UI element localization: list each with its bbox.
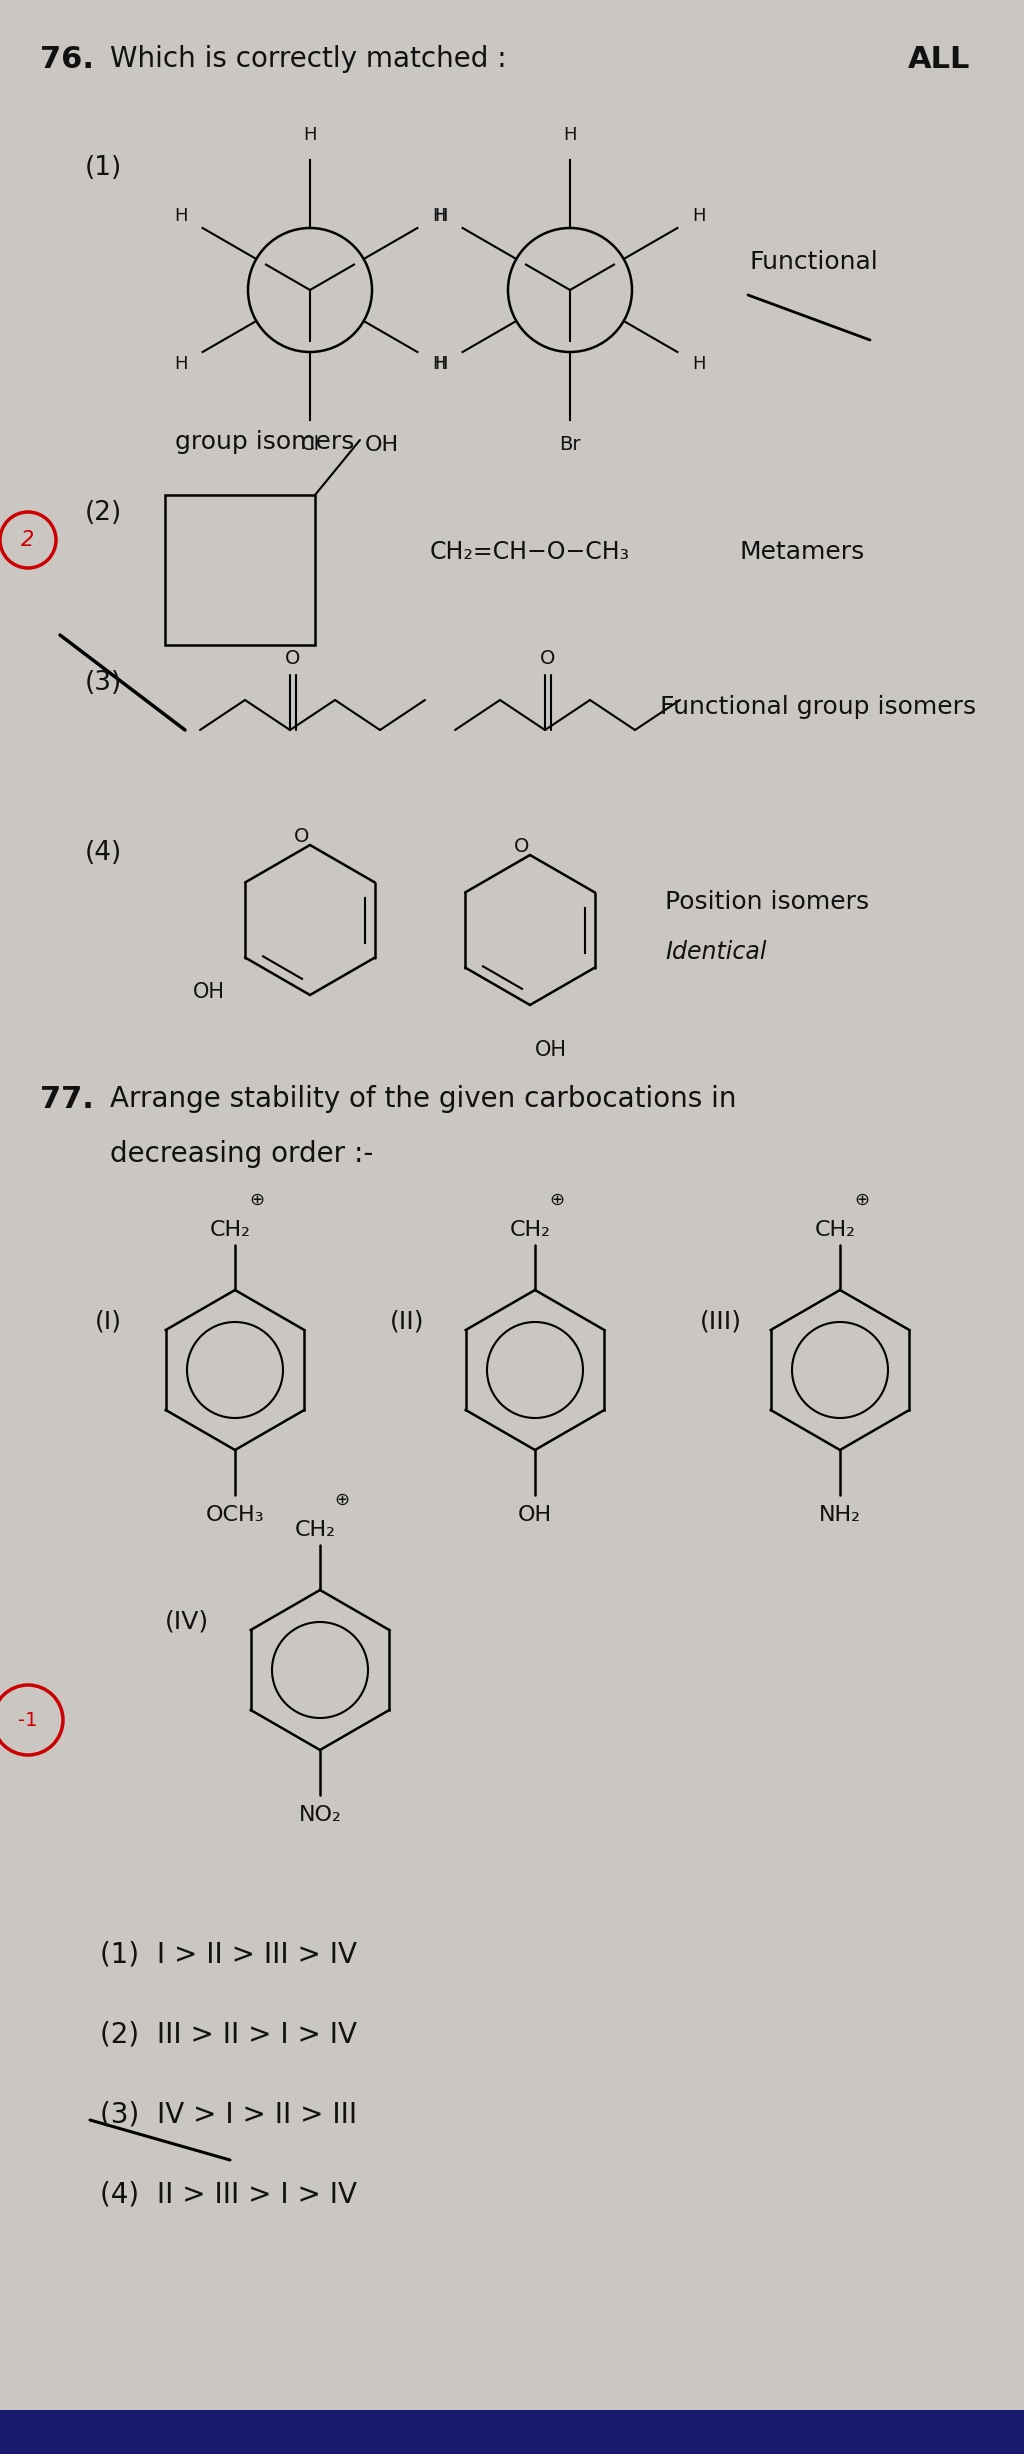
- Text: 2: 2: [22, 530, 35, 550]
- Text: H: H: [303, 125, 316, 145]
- Text: CH₂: CH₂: [510, 1220, 551, 1239]
- Text: ALL: ALL: [907, 44, 970, 74]
- Text: OH: OH: [518, 1504, 552, 1524]
- Text: CH₂: CH₂: [295, 1519, 336, 1541]
- Text: Metamers: Metamers: [740, 540, 865, 564]
- Text: O: O: [541, 648, 556, 667]
- Text: Br: Br: [559, 434, 581, 454]
- Text: (4)  II > III > I > IV: (4) II > III > I > IV: [100, 2179, 357, 2209]
- Text: (2)  III > II > I > IV: (2) III > II > I > IV: [100, 2020, 357, 2049]
- Text: ⊕: ⊕: [854, 1190, 869, 1210]
- Text: Functional group isomers: Functional group isomers: [660, 694, 976, 719]
- Text: (I): (I): [95, 1310, 122, 1335]
- Text: ⊕: ⊕: [335, 1492, 349, 1509]
- Text: H: H: [692, 356, 706, 373]
- Bar: [165, 496, 315, 645]
- Text: (III): (III): [700, 1310, 742, 1335]
- Text: H: H: [432, 206, 445, 226]
- Text: Cl: Cl: [300, 434, 319, 454]
- Text: decreasing order :-: decreasing order :-: [110, 1141, 374, 1168]
- Text: Identical: Identical: [665, 940, 767, 964]
- Text: Arrange stability of the given carbocations in: Arrange stability of the given carbocati…: [110, 1085, 736, 1114]
- Text: ⊕: ⊕: [550, 1190, 564, 1210]
- Text: CH₂=CH−O−CH₃: CH₂=CH−O−CH₃: [430, 540, 630, 564]
- Text: H: H: [692, 206, 706, 226]
- Text: (1)  I > II > III > IV: (1) I > II > III > IV: [100, 1941, 357, 1968]
- Text: NH₂: NH₂: [819, 1504, 861, 1524]
- Text: 77.: 77.: [40, 1085, 94, 1114]
- Text: -1: -1: [18, 1710, 38, 1730]
- Text: 76.: 76.: [40, 44, 94, 74]
- Text: (2): (2): [85, 501, 122, 525]
- Text: Which is correctly matched :: Which is correctly matched :: [110, 44, 507, 74]
- Text: (II): (II): [390, 1310, 425, 1335]
- Bar: [0, 2410, 1024, 2454]
- Text: (4): (4): [85, 839, 122, 866]
- Text: OCH₃: OCH₃: [206, 1504, 264, 1524]
- Text: O: O: [286, 648, 301, 667]
- Text: H: H: [174, 356, 187, 373]
- Text: (3): (3): [85, 670, 122, 697]
- Text: group isomers: group isomers: [175, 429, 354, 454]
- Text: CH₂: CH₂: [210, 1220, 251, 1239]
- Text: Functional: Functional: [750, 250, 879, 275]
- Text: H: H: [432, 356, 445, 373]
- Text: LEADER & ACHIEVER TEST SERIES / JOINT PACKAGE COURSE: LEADER & ACHIEVER TEST SERIES / JOINT PA…: [241, 2422, 783, 2442]
- Text: O: O: [294, 827, 309, 847]
- Text: OH: OH: [535, 1040, 567, 1060]
- Text: ⊕: ⊕: [250, 1190, 264, 1210]
- Text: CH₂: CH₂: [815, 1220, 856, 1239]
- Text: Position isomers: Position isomers: [665, 891, 869, 913]
- Text: H: H: [434, 356, 447, 373]
- Text: H: H: [434, 206, 447, 226]
- Text: O: O: [514, 837, 529, 856]
- Text: (IV): (IV): [165, 1610, 209, 1634]
- Text: H: H: [174, 206, 187, 226]
- Text: NO₂: NO₂: [299, 1806, 341, 1826]
- Text: (3)  IV > I > II > III: (3) IV > I > II > III: [100, 2101, 357, 2128]
- Text: OH: OH: [194, 982, 225, 1004]
- Text: H: H: [563, 125, 577, 145]
- Text: OH: OH: [365, 434, 399, 454]
- Text: (1): (1): [85, 155, 122, 182]
